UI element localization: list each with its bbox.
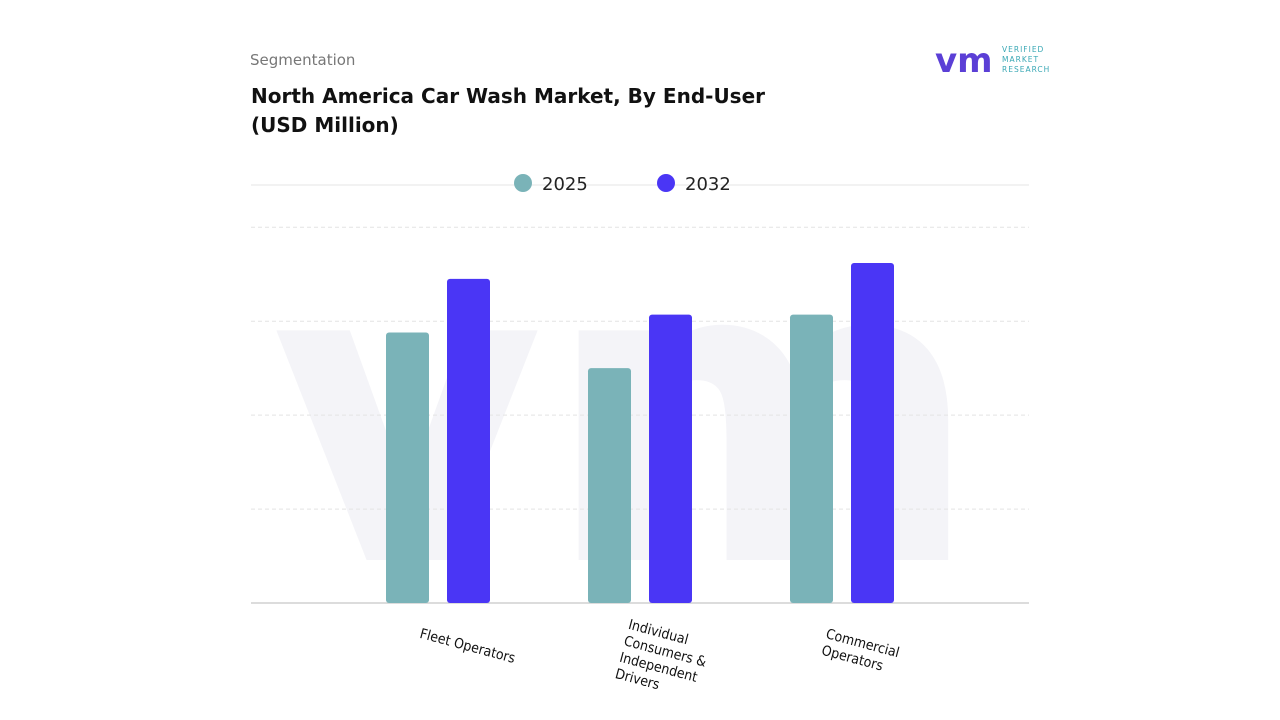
bar (649, 314, 692, 603)
bar (588, 368, 631, 603)
logo-text: RESEARCH (1002, 65, 1050, 74)
bar (447, 278, 490, 603)
bar (851, 262, 894, 603)
legend-label: 2032 (685, 174, 731, 195)
chart-subtitle: (USD Million) (251, 113, 399, 137)
logo-mark: vm (935, 41, 993, 81)
legend-swatch (514, 174, 532, 192)
chart-title: North America Car Wash Market, By End-Us… (251, 84, 765, 108)
section-label: Segmentation (250, 51, 355, 69)
legend-label: 2025 (542, 174, 588, 195)
bar (386, 332, 429, 603)
legend-swatch (657, 174, 675, 192)
logo-text: MARKET (1002, 55, 1039, 64)
logo-text: VERIFIED (1002, 45, 1044, 54)
bar (790, 314, 833, 603)
